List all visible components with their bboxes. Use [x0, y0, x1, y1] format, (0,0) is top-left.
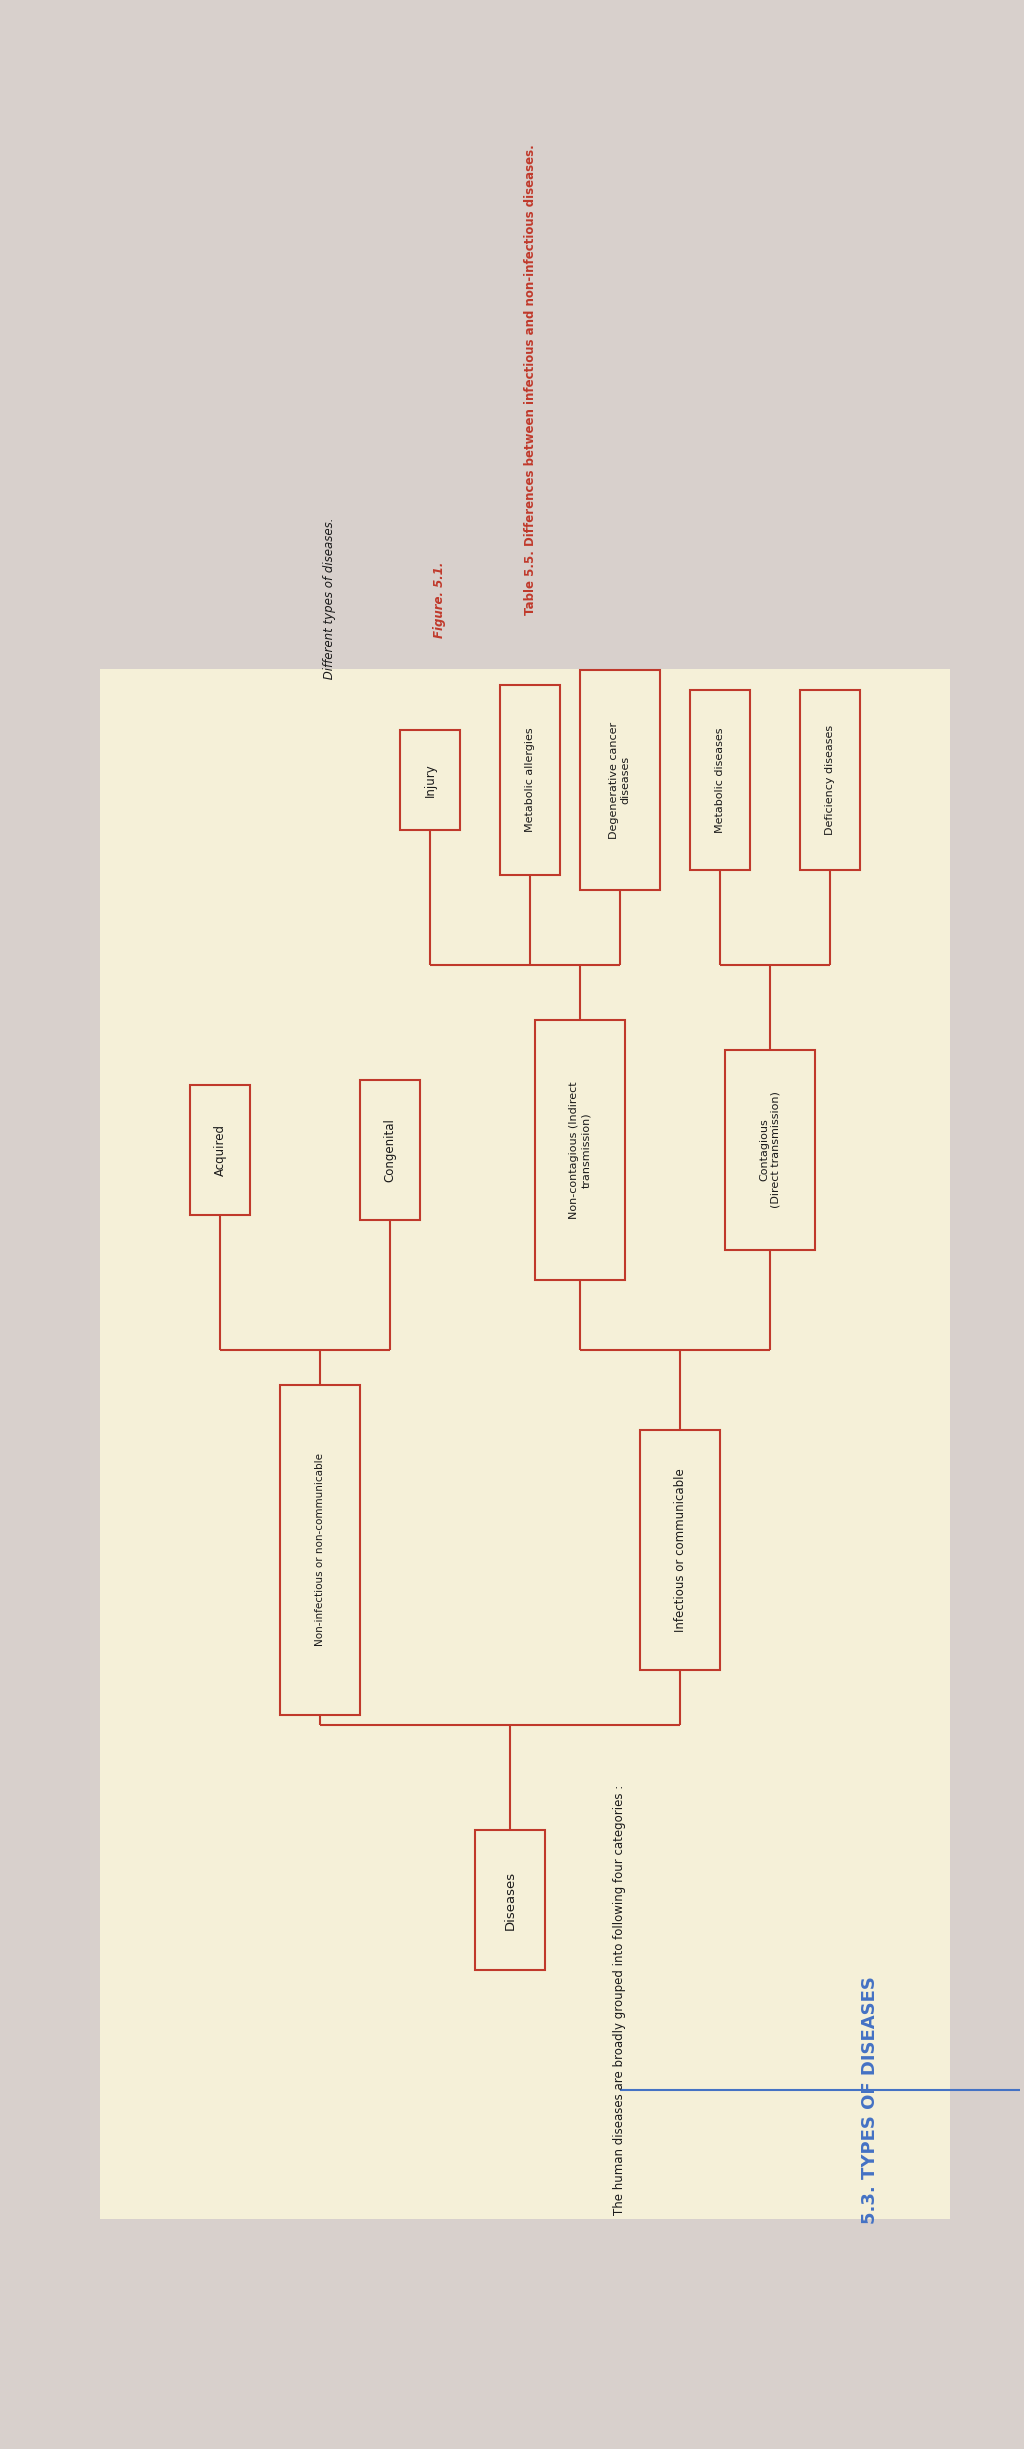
Text: Injury: Injury [424, 764, 436, 796]
Text: Different types of diseases.: Different types of diseases. [324, 517, 337, 683]
Text: Metabolic allergies: Metabolic allergies [525, 727, 535, 833]
Bar [400, 730, 460, 830]
Bar [535, 1019, 625, 1281]
Bar [725, 1051, 815, 1249]
Bar [100, 669, 950, 2219]
Text: Diseases: Diseases [504, 1871, 516, 1930]
Bar [800, 691, 860, 869]
Text: Degenerative cancer
diseases: Degenerative cancer diseases [609, 722, 631, 838]
Text: Deficiency diseases: Deficiency diseases [825, 725, 835, 835]
Text: Non-infectious or non-communicable: Non-infectious or non-communicable [315, 1455, 325, 1646]
Text: Figure. 5.1.: Figure. 5.1. [433, 561, 446, 639]
Bar [500, 686, 560, 874]
Text: Table 5.5. Differences between infectious and non-infectious diseases.: Table 5.5. Differences between infectiou… [523, 144, 537, 615]
Text: Infectious or communicable: Infectious or communicable [674, 1467, 686, 1631]
Text: Metabolic diseases: Metabolic diseases [715, 727, 725, 833]
Text: The human diseases are broadly grouped into following four categories :: The human diseases are broadly grouped i… [613, 1785, 627, 2216]
Bar [360, 1080, 420, 1220]
Text: Contagious
(Direct transmission): Contagious (Direct transmission) [759, 1092, 780, 1207]
Text: 5.3. TYPES OF DISEASES: 5.3. TYPES OF DISEASES [861, 1976, 879, 2224]
Bar [640, 1430, 720, 1670]
Text: Congenital: Congenital [384, 1119, 396, 1183]
Bar [280, 1386, 360, 1714]
Bar [190, 1085, 250, 1215]
Text: Acquired: Acquired [213, 1124, 226, 1176]
Bar [580, 671, 660, 889]
Bar [690, 691, 750, 869]
Text: Non-contagious (Indirect
transmission): Non-contagious (Indirect transmission) [569, 1080, 591, 1220]
Bar [475, 1829, 545, 1969]
